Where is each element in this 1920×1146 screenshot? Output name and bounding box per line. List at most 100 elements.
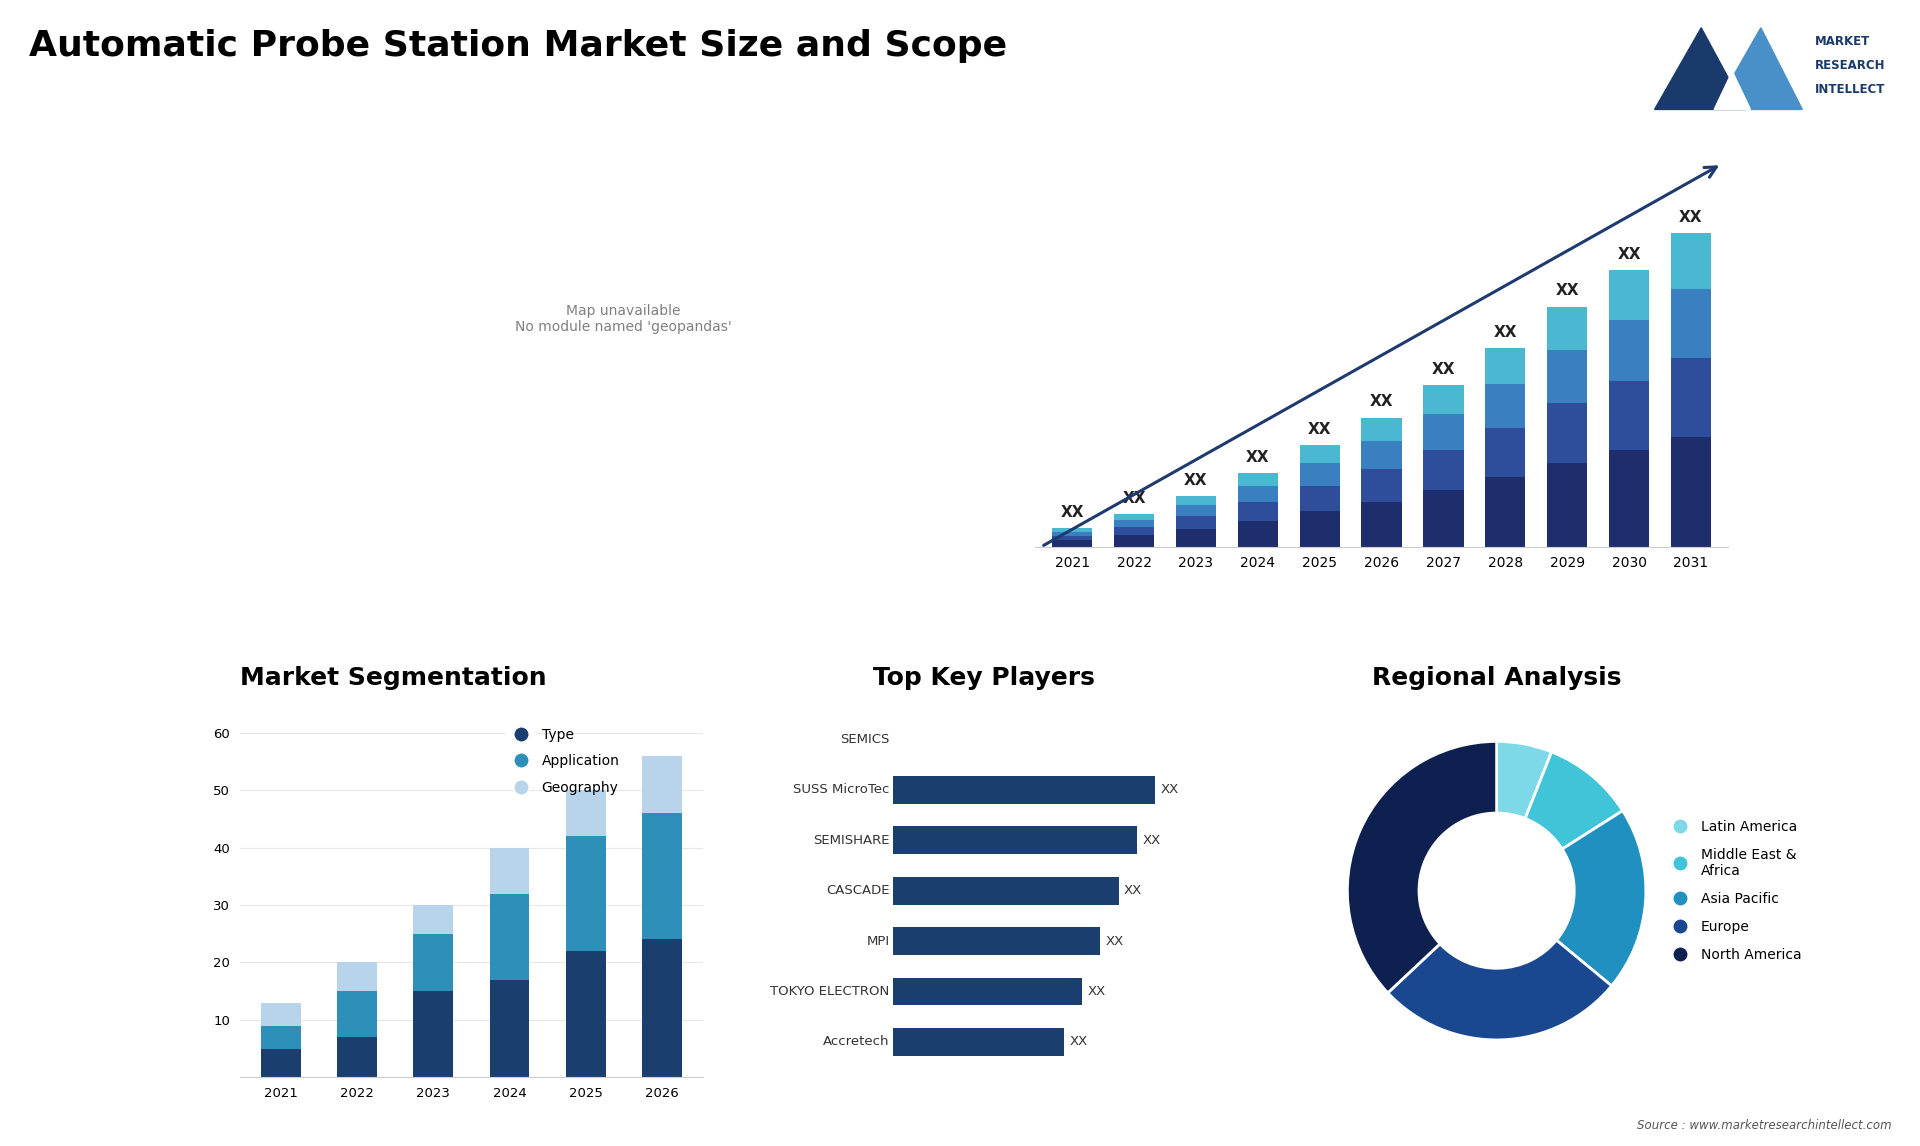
- Bar: [641, 940, 682, 1077]
- Bar: [566, 951, 605, 1077]
- Bar: [1670, 437, 1711, 547]
- Wedge shape: [1524, 752, 1622, 849]
- Bar: [1548, 463, 1588, 547]
- Bar: [1548, 307, 1588, 350]
- Title: Regional Analysis: Regional Analysis: [1373, 666, 1620, 690]
- Bar: [1609, 320, 1649, 380]
- Bar: [1175, 517, 1215, 529]
- Bar: [1175, 496, 1215, 505]
- Text: XX: XX: [1069, 1036, 1087, 1049]
- Bar: [1361, 441, 1402, 469]
- Bar: [893, 877, 1119, 904]
- Bar: [1114, 527, 1154, 535]
- Text: XX: XX: [1123, 885, 1142, 897]
- Text: CASCADE: CASCADE: [826, 885, 889, 897]
- Bar: [1609, 450, 1649, 547]
- Legend: Latin America, Middle East &
Africa, Asia Pacific, Europe, North America: Latin America, Middle East & Africa, Asi…: [1661, 815, 1807, 967]
- Text: XX: XX: [1432, 362, 1455, 377]
- Text: XX: XX: [1185, 472, 1208, 488]
- Bar: [566, 791, 605, 837]
- Bar: [261, 1003, 301, 1026]
- Bar: [1361, 469, 1402, 502]
- Bar: [1238, 473, 1279, 486]
- Wedge shape: [1388, 940, 1611, 1039]
- Bar: [1548, 350, 1588, 402]
- Bar: [1486, 427, 1524, 477]
- Bar: [1300, 511, 1340, 547]
- Bar: [641, 814, 682, 940]
- Text: XX: XX: [1555, 283, 1578, 298]
- Text: XX: XX: [1060, 505, 1085, 520]
- Bar: [413, 991, 453, 1077]
- Text: XX: XX: [1246, 449, 1269, 464]
- Text: XX: XX: [1369, 394, 1394, 409]
- Text: SEMICS: SEMICS: [841, 733, 889, 746]
- Bar: [1423, 415, 1463, 450]
- Text: XX: XX: [1160, 784, 1179, 796]
- Text: XX: XX: [1680, 210, 1703, 225]
- Bar: [1114, 520, 1154, 527]
- Bar: [1300, 463, 1340, 486]
- Text: SEMISHARE: SEMISHARE: [812, 834, 889, 847]
- Bar: [413, 905, 453, 934]
- Bar: [1175, 505, 1215, 517]
- Bar: [1486, 477, 1524, 547]
- Bar: [893, 776, 1154, 803]
- Bar: [338, 991, 376, 1037]
- Text: SUSS MicroTec: SUSS MicroTec: [793, 784, 889, 796]
- Bar: [1361, 417, 1402, 441]
- Text: INTELLECT: INTELLECT: [1814, 84, 1885, 96]
- Text: XX: XX: [1142, 834, 1160, 847]
- Bar: [490, 980, 530, 1077]
- Bar: [1361, 502, 1402, 547]
- Bar: [1052, 532, 1092, 535]
- Bar: [1670, 290, 1711, 359]
- Text: MARKET: MARKET: [1814, 36, 1870, 48]
- Bar: [338, 1037, 376, 1077]
- Text: MPI: MPI: [866, 935, 889, 948]
- Bar: [1548, 402, 1588, 463]
- Bar: [490, 848, 530, 894]
- Text: Source : www.marketresearchintellect.com: Source : www.marketresearchintellect.com: [1636, 1120, 1891, 1132]
- Bar: [893, 978, 1083, 1005]
- Legend: Type, Application, Geography: Type, Application, Geography: [501, 722, 626, 800]
- Bar: [1423, 450, 1463, 490]
- Wedge shape: [1496, 741, 1551, 818]
- Bar: [1486, 348, 1524, 384]
- Bar: [490, 894, 530, 980]
- Title: Top Key Players: Top Key Players: [874, 666, 1094, 690]
- Bar: [338, 963, 376, 991]
- Text: Accretech: Accretech: [824, 1036, 889, 1049]
- Text: Automatic Probe Station Market Size and Scope: Automatic Probe Station Market Size and …: [29, 29, 1006, 63]
- Bar: [1670, 359, 1711, 437]
- Polygon shape: [1715, 28, 1803, 109]
- Bar: [1114, 535, 1154, 547]
- Bar: [893, 927, 1100, 955]
- Polygon shape: [1655, 28, 1745, 109]
- Text: Map unavailable
No module named 'geopandas': Map unavailable No module named 'geopand…: [515, 304, 732, 335]
- Text: RESEARCH: RESEARCH: [1814, 60, 1885, 72]
- Text: XX: XX: [1494, 325, 1517, 340]
- Bar: [1670, 233, 1711, 290]
- Bar: [1300, 486, 1340, 511]
- Bar: [1114, 515, 1154, 520]
- Bar: [1300, 445, 1340, 463]
- Text: XX: XX: [1106, 935, 1123, 948]
- Bar: [1175, 529, 1215, 547]
- Bar: [893, 826, 1137, 854]
- Bar: [261, 1026, 301, 1049]
- Bar: [1486, 384, 1524, 427]
- Wedge shape: [1557, 810, 1645, 986]
- Text: XX: XX: [1123, 492, 1146, 507]
- Text: XX: XX: [1087, 986, 1106, 998]
- Bar: [566, 837, 605, 951]
- Bar: [261, 1049, 301, 1077]
- Bar: [641, 755, 682, 814]
- Bar: [1423, 385, 1463, 415]
- Wedge shape: [1348, 741, 1496, 992]
- Bar: [1609, 269, 1649, 320]
- Bar: [893, 1028, 1064, 1055]
- Bar: [1238, 521, 1279, 547]
- Text: XX: XX: [1617, 246, 1642, 261]
- Bar: [413, 934, 453, 991]
